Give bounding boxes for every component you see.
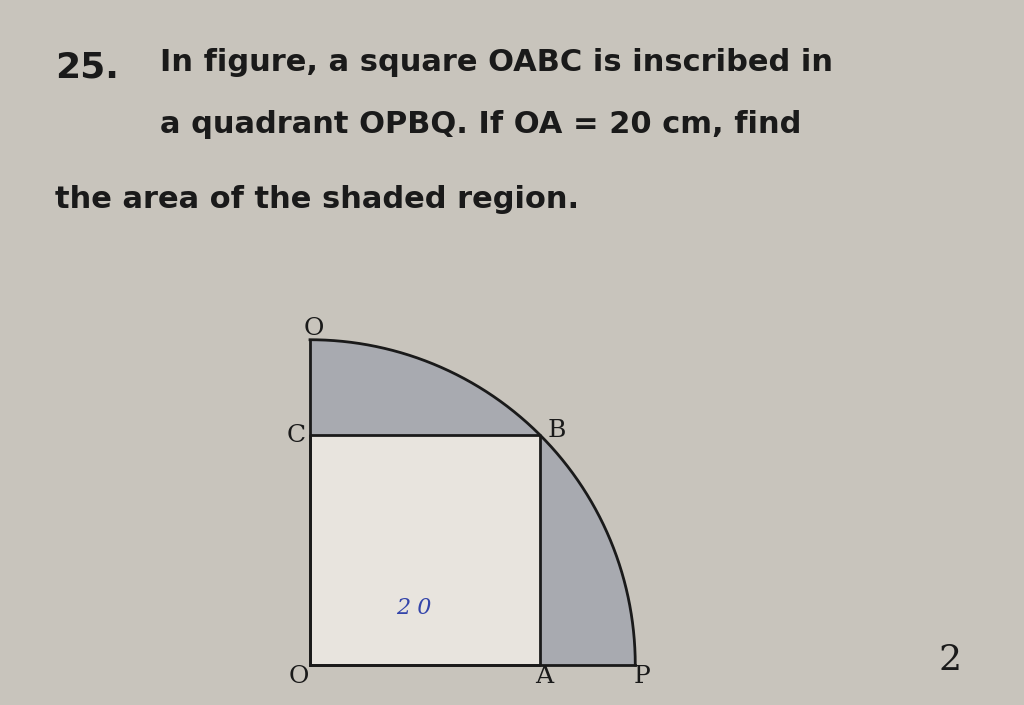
- Text: In figure, a square OABC is inscribed in: In figure, a square OABC is inscribed in: [160, 48, 833, 77]
- Text: P: P: [634, 665, 650, 687]
- Text: O: O: [304, 317, 325, 340]
- Text: A: A: [536, 665, 553, 687]
- Polygon shape: [310, 435, 540, 665]
- Text: 25.: 25.: [55, 50, 119, 84]
- Text: 2: 2: [939, 643, 962, 677]
- Polygon shape: [310, 340, 540, 435]
- Text: the area of the shaded region.: the area of the shaded region.: [55, 185, 580, 214]
- Text: a quadrant OPBQ. If OA = 20 cm, find: a quadrant OPBQ. If OA = 20 cm, find: [160, 110, 802, 139]
- Text: C: C: [287, 424, 305, 446]
- Text: 2 0: 2 0: [396, 596, 431, 618]
- Text: O: O: [289, 665, 309, 687]
- Text: B: B: [548, 419, 566, 442]
- Polygon shape: [540, 435, 635, 665]
